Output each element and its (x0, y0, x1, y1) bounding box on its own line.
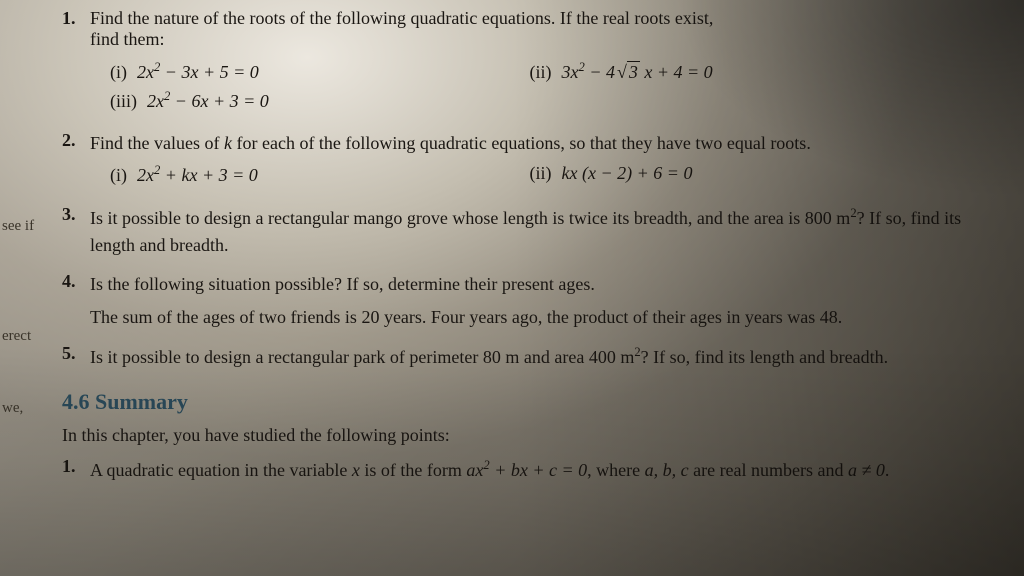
q1-ii-label: (ii) (530, 62, 552, 83)
q1-i-label: (i) (110, 62, 127, 83)
var-k: k (562, 163, 570, 183)
q4-text-a: Is the following situation possible? If … (90, 271, 984, 298)
exp-2: 2 (154, 60, 160, 74)
q1-item-iii: (iii) 2x2 − 6x + 3 = 0 (110, 89, 984, 112)
q3-text: Is it possible to design a rectangular m… (90, 204, 984, 259)
exp-2: 2 (850, 206, 856, 220)
textbook-page: see if erect we, 1. Find the nature of t… (0, 0, 1024, 576)
q2-item-i: (i) 2x2 + kx + 3 = 0 (110, 163, 530, 186)
q1-i-equation: 2x2 − 3x + 5 = 0 (137, 60, 259, 83)
question-4: 4. Is the following situation possible? … (90, 271, 984, 331)
exp-2: 2 (483, 458, 489, 472)
summary-heading: 4.6 Summary (62, 389, 984, 415)
question-5: 5. Is it possible to design a rectangula… (90, 343, 984, 371)
q1-number: 1. (62, 8, 76, 29)
var-x: x (588, 163, 596, 183)
s1-number: 1. (62, 456, 76, 477)
var-x: x (644, 62, 652, 82)
q2-item-ii: (ii) kx (x − 2) + 6 = 0 (530, 163, 967, 186)
sqrt-arg: 3 (627, 61, 640, 82)
q1-iii-label: (iii) (110, 91, 137, 112)
q1-item-ii: (ii) 3x2 − 43 x + 4 = 0 (530, 60, 967, 83)
sqrt-symbol: 3 (615, 62, 640, 83)
exp-2: 2 (579, 60, 585, 74)
q2-ii-label: (ii) (530, 163, 552, 184)
q1-iii-equation: 2x2 − 6x + 3 = 0 (147, 89, 269, 112)
exp-2: 2 (634, 345, 640, 359)
q2-subitems: (i) 2x2 + kx + 3 = 0 (ii) kx (x − 2) + 6… (110, 163, 984, 192)
q2-i-equation: 2x2 + kx + 3 = 0 (137, 163, 258, 186)
q4-number: 4. (62, 271, 76, 292)
var-x: x (352, 460, 360, 480)
question-3: 3. Is it possible to design a rectangula… (90, 204, 984, 259)
exp-2: 2 (164, 89, 170, 103)
margin-note-2: erect (2, 328, 31, 345)
var-x: x (146, 165, 154, 185)
margin-note-3: we, (2, 400, 23, 417)
q2-i-label: (i) (110, 165, 127, 186)
q3-number: 3. (62, 204, 76, 225)
q1-item-i: (i) 2x2 − 3x + 5 = 0 (110, 60, 530, 83)
var-x: x (570, 163, 578, 183)
q1-text-a: Find the nature of the roots of the foll… (90, 8, 713, 28)
vars-abc: a, b, c (645, 460, 689, 480)
q5-text: Is it possible to design a rectangular p… (90, 343, 984, 371)
s1-text: A quadratic equation in the variable x i… (90, 456, 984, 484)
var-x: x (146, 62, 154, 82)
q5-number: 5. (62, 343, 76, 364)
var-x: x (571, 62, 579, 82)
var-x: x (200, 91, 208, 111)
q1-text-b: find them: (90, 29, 165, 49)
var-k: k (224, 133, 232, 153)
q1-ii-equation: 3x2 − 43 x + 4 = 0 (562, 60, 713, 83)
var-x: x (189, 165, 197, 185)
q1-subitems: (i) 2x2 − 3x + 5 = 0 (ii) 3x2 − 43 x + 4… (110, 60, 984, 118)
cond-a: a ≠ 0 (848, 460, 885, 480)
margin-note-1: see if (2, 218, 34, 235)
q2-number: 2. (62, 130, 76, 151)
question-2: 2. Find the values of k for each of the … (90, 130, 984, 192)
q4-text-b: The sum of the ages of two friends is 20… (90, 304, 984, 331)
var-x: x (156, 91, 164, 111)
q2-ii-equation: kx (x − 2) + 6 = 0 (562, 163, 693, 184)
quad-form: ax2 + bx + c = 0 (466, 460, 587, 480)
summary-intro: In this chapter, you have studied the fo… (62, 425, 984, 446)
question-1: 1. Find the nature of the roots of the f… (90, 8, 984, 118)
summary-point-1: 1. A quadratic equation in the variable … (90, 456, 984, 484)
var-x: x (190, 62, 198, 82)
exp-2: 2 (154, 163, 160, 177)
q1-text: Find the nature of the roots of the foll… (90, 8, 984, 50)
q2-text: Find the values of k for each of the fol… (90, 130, 984, 157)
